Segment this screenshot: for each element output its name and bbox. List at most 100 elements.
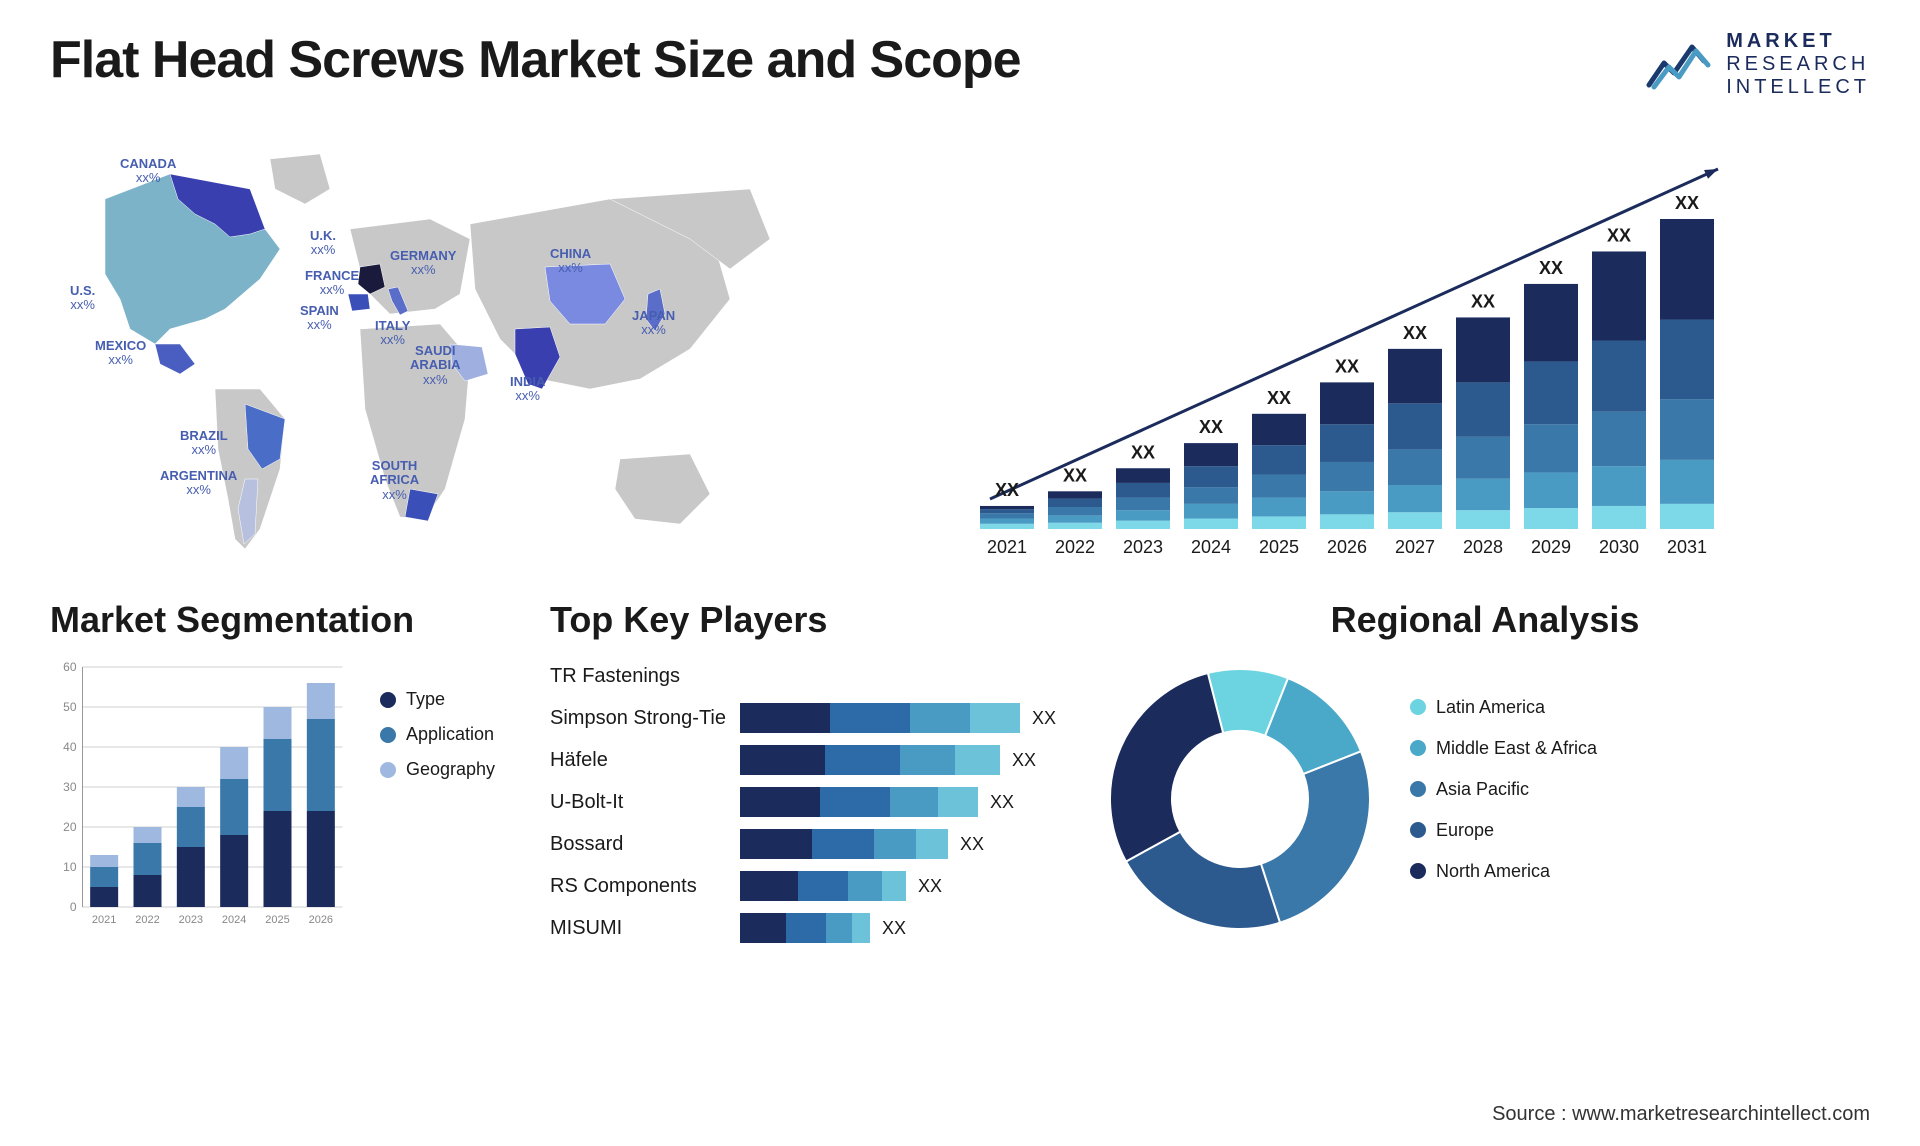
player-name: Häfele xyxy=(550,749,740,772)
seg-bar xyxy=(220,779,248,835)
growth-bar-seg xyxy=(1456,479,1510,510)
segmentation-title: Market Segmentation xyxy=(50,599,520,641)
growth-bar-seg xyxy=(980,524,1034,529)
player-value: XX xyxy=(882,918,906,939)
growth-bar-seg xyxy=(1320,424,1374,462)
growth-bar-seg xyxy=(1116,468,1170,483)
seg-bar xyxy=(220,747,248,779)
growth-bar-seg xyxy=(1592,466,1646,506)
growth-bar-seg xyxy=(980,519,1034,524)
growth-year-label: 2029 xyxy=(1531,537,1571,557)
growth-bar-seg xyxy=(1660,320,1714,400)
svg-text:50: 50 xyxy=(63,700,77,714)
growth-bar-seg xyxy=(1660,460,1714,504)
growth-bar-seg xyxy=(1184,466,1238,487)
map-label-canada: CANADAxx% xyxy=(120,157,176,186)
player-name: Bossard xyxy=(550,833,740,856)
growth-bar-value: XX xyxy=(1131,442,1155,462)
map-label-spain: SPAINxx% xyxy=(300,304,339,333)
seg-bar xyxy=(177,847,205,907)
player-name: U-Bolt-It xyxy=(550,791,740,814)
growth-bar-value: XX xyxy=(1335,356,1359,376)
growth-bar-seg xyxy=(1252,516,1306,529)
svg-text:2025: 2025 xyxy=(265,914,289,926)
growth-bar-seg xyxy=(1592,340,1646,411)
regional-analysis-panel: Regional Analysis Latin AmericaMiddle Ea… xyxy=(1100,599,1870,959)
player-name: MISUMI xyxy=(550,917,740,940)
logo-line1: MARKET xyxy=(1726,30,1870,53)
growth-bar-value: XX xyxy=(1471,291,1495,311)
logo-line2: RESEARCH xyxy=(1726,53,1870,76)
player-value: XX xyxy=(1012,750,1036,771)
growth-bar-seg xyxy=(1320,382,1374,424)
growth-bar-value: XX xyxy=(1675,193,1699,213)
svg-text:2023: 2023 xyxy=(179,914,203,926)
growth-bar-seg xyxy=(1116,510,1170,520)
growth-bar-seg xyxy=(1116,521,1170,529)
map-label-germany: GERMANYxx% xyxy=(390,249,456,278)
seg-bar xyxy=(90,887,118,907)
player-bar xyxy=(740,913,870,943)
segmentation-panel: Market Segmentation 01020304050602021202… xyxy=(50,599,520,959)
source-attribution: Source : www.marketresearchintellect.com xyxy=(1492,1103,1870,1126)
regional-legend-item: Asia Pacific xyxy=(1410,779,1870,800)
growth-bar-seg xyxy=(1388,403,1442,449)
key-players-panel: Top Key Players TR FasteningsSimpson Str… xyxy=(550,599,1070,959)
svg-text:2024: 2024 xyxy=(222,914,246,926)
growth-bar-seg xyxy=(1592,506,1646,529)
player-row: RS ComponentsXX xyxy=(550,869,1070,903)
player-bar xyxy=(740,871,906,901)
growth-year-label: 2031 xyxy=(1667,537,1707,557)
growth-bar-value: XX xyxy=(1199,417,1223,437)
map-region-australia xyxy=(615,454,710,524)
growth-bar-seg xyxy=(1660,219,1714,320)
growth-bar-seg xyxy=(1184,443,1238,466)
world-map-panel: CANADAxx%U.S.xx%MEXICOxx%BRAZILxx%ARGENT… xyxy=(50,129,790,569)
growth-bar-value: XX xyxy=(1063,465,1087,485)
player-row: TR Fastenings xyxy=(550,659,1070,693)
seg-bar xyxy=(307,811,335,907)
map-label-saudi-arabia: SAUDIARABIAxx% xyxy=(410,344,461,387)
growth-year-label: 2022 xyxy=(1055,537,1095,557)
svg-text:30: 30 xyxy=(63,780,77,794)
seg-bar xyxy=(220,835,248,907)
growth-bar-seg xyxy=(1048,523,1102,529)
growth-bar-seg xyxy=(1524,424,1578,472)
map-label-india: INDIAxx% xyxy=(510,375,545,404)
player-row: Häfele XX xyxy=(550,743,1070,777)
player-value: XX xyxy=(990,792,1014,813)
growth-bar-value: XX xyxy=(1403,323,1427,343)
map-label-south-africa: SOUTHAFRICAxx% xyxy=(370,459,419,502)
growth-bar-seg xyxy=(1524,508,1578,529)
growth-bar-seg xyxy=(1048,507,1102,515)
growth-bar-seg xyxy=(1048,499,1102,507)
map-label-china: CHINAxx% xyxy=(550,247,591,276)
seg-bar xyxy=(177,787,205,807)
player-value: XX xyxy=(1032,708,1056,729)
growth-bar-seg xyxy=(1388,485,1442,512)
regional-legend-item: Middle East & Africa xyxy=(1410,738,1870,759)
seg-bar xyxy=(134,827,162,843)
seg-bar xyxy=(134,875,162,907)
player-row: U-Bolt-It XX xyxy=(550,785,1070,819)
map-label-mexico: MEXICOxx% xyxy=(95,339,146,368)
player-bar xyxy=(740,703,1020,733)
map-label-u-k-: U.K.xx% xyxy=(310,229,336,258)
seg-bar xyxy=(134,843,162,875)
svg-text:20: 20 xyxy=(63,820,77,834)
svg-text:2026: 2026 xyxy=(309,914,333,926)
growth-year-label: 2028 xyxy=(1463,537,1503,557)
growth-bar-seg xyxy=(1388,349,1442,403)
growth-bar-seg xyxy=(1524,472,1578,508)
map-label-brazil: BRAZILxx% xyxy=(180,429,228,458)
growth-bar-seg xyxy=(1252,498,1306,517)
growth-bar-seg xyxy=(1592,251,1646,340)
map-region-mexico xyxy=(155,344,195,374)
seg-bar xyxy=(307,683,335,719)
growth-bar-seg xyxy=(1320,514,1374,529)
svg-text:0: 0 xyxy=(70,900,77,914)
logo-line3: INTELLECT xyxy=(1726,76,1870,99)
donut-slice xyxy=(1261,751,1370,922)
player-row: BossardXX xyxy=(550,827,1070,861)
growth-bar-seg xyxy=(1524,361,1578,424)
